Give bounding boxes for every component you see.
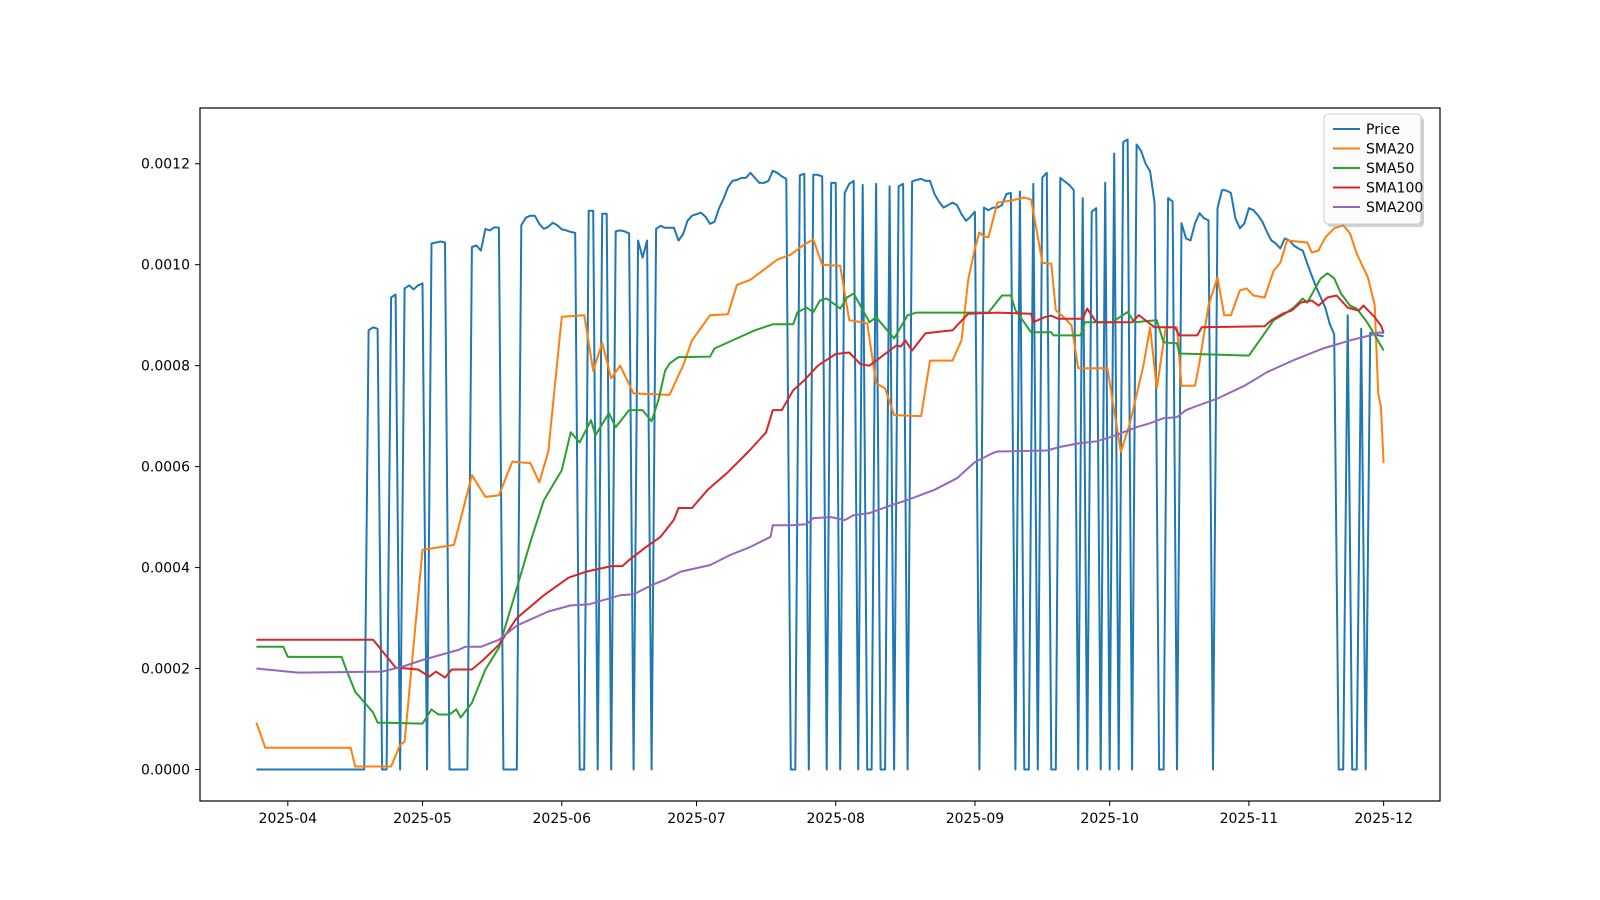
sma20-line — [255, 196, 1385, 768]
legend-label-sma50: SMA50 — [1366, 161, 1414, 177]
x-tick-label: 2025-08 — [806, 811, 865, 827]
y-tick-label: 0.0006 — [141, 460, 190, 476]
x-tick-label: 2025-06 — [533, 811, 592, 827]
legend-label-sma20: SMA20 — [1366, 142, 1414, 158]
legend-box — [1323, 113, 1422, 225]
sma50-line — [256, 272, 1385, 725]
legend-label-price: Price — [1366, 122, 1400, 138]
sma200-line — [256, 331, 1384, 674]
y-tick-label: 0.0002 — [141, 662, 190, 678]
x-tick-label: 2025-12 — [1354, 811, 1413, 827]
sma100-line — [256, 294, 1385, 679]
x-tick-label: 2025-10 — [1080, 811, 1139, 827]
x-tick-label: 2025-05 — [393, 811, 452, 827]
price-line — [256, 138, 1384, 771]
y-tick-label: 0.0010 — [141, 258, 190, 274]
x-tick-label: 2025-09 — [946, 811, 1005, 827]
y-tick-label: 0.0000 — [141, 763, 190, 779]
legend-label-sma200: SMA200 — [1366, 200, 1423, 216]
x-tick-label: 2025-04 — [259, 811, 318, 827]
x-tick-label: 2025-07 — [667, 811, 726, 827]
y-tick-label: 0.0012 — [141, 157, 190, 173]
y-tick-label: 0.0004 — [141, 561, 190, 577]
x-tick-label: 2025-11 — [1220, 811, 1279, 827]
legend-label-sma100: SMA100 — [1366, 181, 1423, 197]
plot-border — [199, 107, 1441, 802]
y-tick-label: 0.0008 — [141, 359, 190, 375]
